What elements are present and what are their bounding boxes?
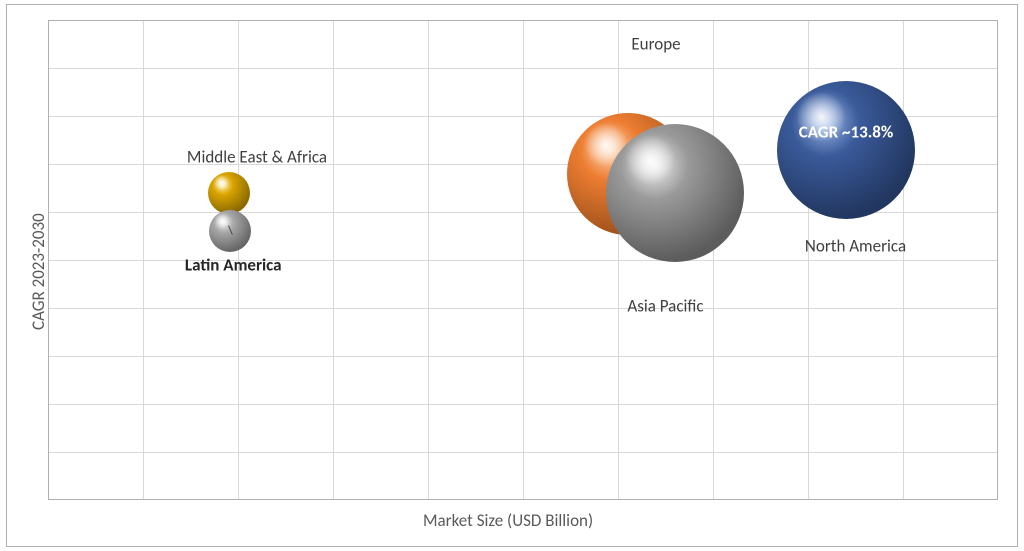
bubble-label: North America (805, 235, 906, 256)
bubble-label: Latin America (185, 254, 282, 275)
plot-area: \ Europe Asia Pacific CAGR ~13.8% North Ame… (48, 20, 998, 500)
bubble-label: Europe (631, 34, 680, 55)
bubble-inner-label: CAGR ~13.8% (799, 122, 894, 143)
grid-line-h (48, 356, 998, 357)
y-axis-title: CAGR 2023-2030 (28, 213, 49, 330)
grid-line-h (48, 308, 998, 309)
grid-line-h (48, 452, 998, 453)
bubble-middle-east-africa (207, 171, 251, 215)
bubble-label: Middle East & Africa (187, 146, 327, 167)
bubble-north-america (776, 80, 916, 220)
bubble-asia-pacific (605, 123, 745, 263)
x-axis-title: Market Size (USD Billion) (423, 510, 593, 531)
grid-line-h (48, 404, 998, 405)
bubble-label: Asia Pacific (627, 295, 703, 316)
grid-line-h (48, 68, 998, 69)
bubble-marker: \ (228, 224, 233, 238)
